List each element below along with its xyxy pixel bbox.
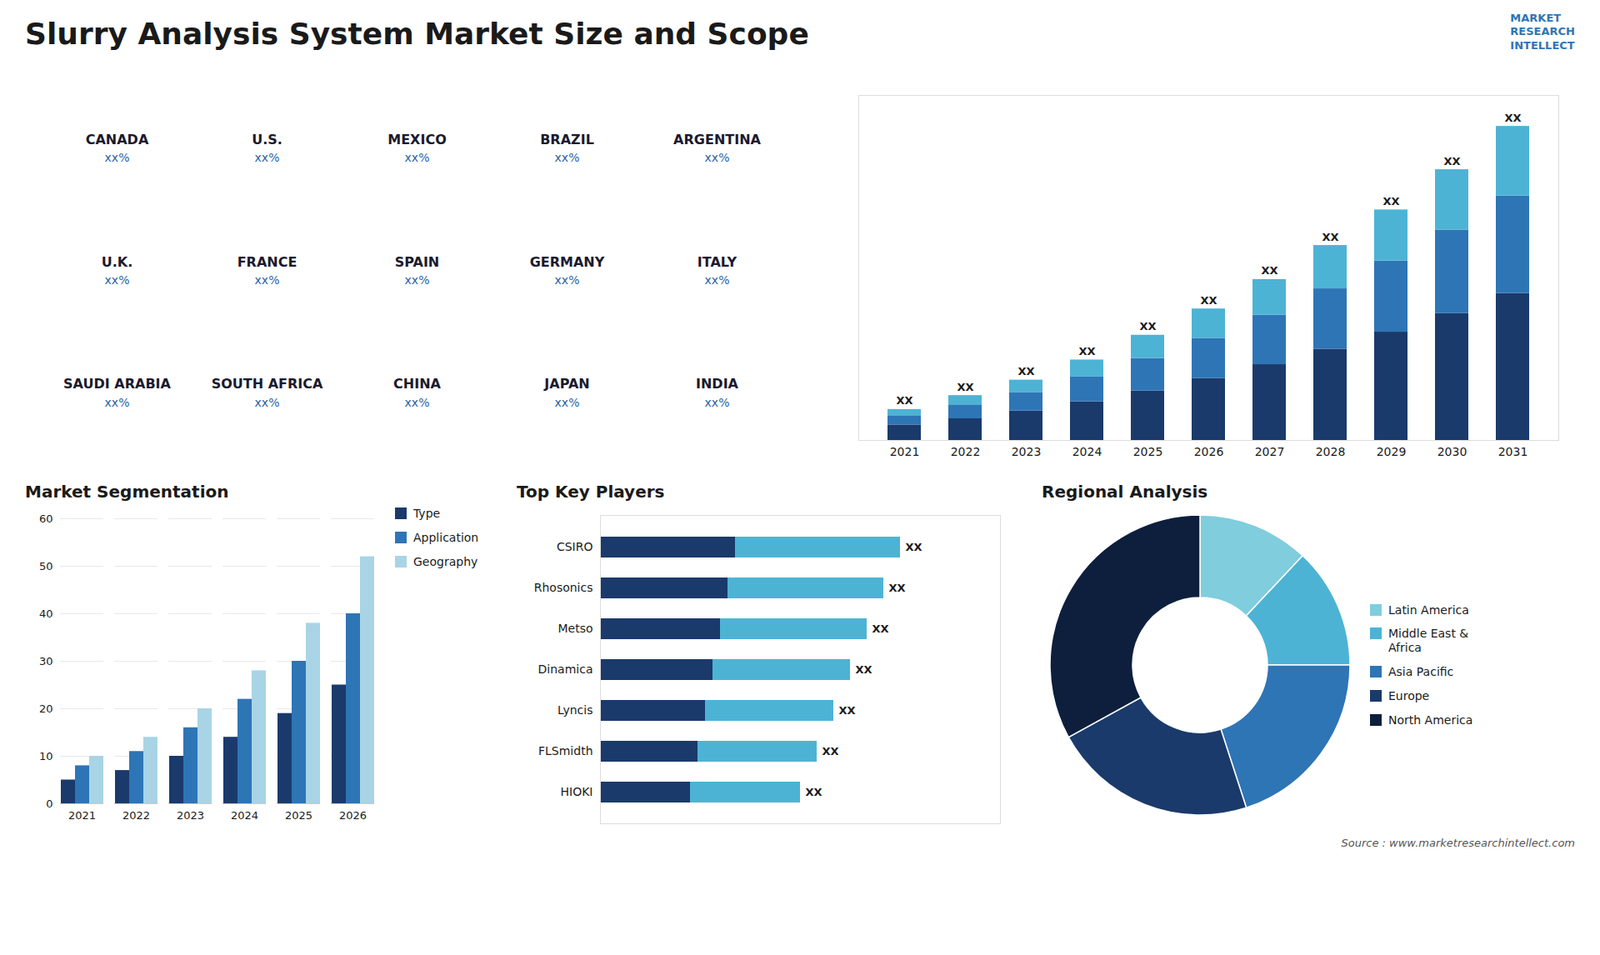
html-text:Top Key Players: Top Key Players — [516, 481, 665, 502]
svg-text:20: 20 — [39, 702, 54, 715]
svg-text:60: 60 — [39, 512, 54, 525]
svg-text:FRANCE: FRANCE — [237, 254, 298, 270]
svg-text:xx%: xx% — [705, 395, 730, 410]
svg-text:JAPAN: JAPAN — [543, 375, 590, 392]
svg-text:CHINA: CHINA — [393, 375, 441, 392]
html-text:Type: Type — [413, 506, 441, 520]
svg-text:ITALY: ITALY — [697, 254, 738, 270]
html-text:North America: North America — [1388, 713, 1473, 727]
svg-text:XX: XX — [1017, 365, 1035, 378]
svg-text:2025: 2025 — [285, 809, 313, 822]
svg-text:SPAIN: SPAIN — [395, 254, 440, 270]
html-text:Geography: Geography — [413, 554, 478, 568]
svg-text:xx%: xx% — [105, 273, 130, 287]
svg-text:2021: 2021 — [68, 809, 96, 822]
svg-text:40: 40 — [39, 607, 54, 620]
svg-text:HIOKI: HIOKI — [560, 785, 594, 799]
svg-text:10: 10 — [39, 750, 54, 763]
svg-text:Metso: Metso — [557, 621, 593, 635]
html-text:Application: Application — [413, 530, 479, 544]
svg-text:2029: 2029 — [1376, 445, 1407, 459]
svg-text:xx%: xx% — [705, 273, 730, 287]
svg-text:2023: 2023 — [176, 809, 205, 822]
svg-text:XX: XX — [895, 394, 913, 407]
svg-text:XX: XX — [889, 581, 906, 595]
svg-text:xx%: xx% — [105, 150, 130, 165]
svg-text:XX: XX — [1260, 264, 1278, 277]
html-text:Regional Analysis: Regional Analysis — [1041, 481, 1208, 502]
svg-text:U.S.: U.S. — [251, 131, 283, 148]
svg-text:XX: XX — [905, 540, 923, 554]
svg-text:xx%: xx% — [555, 150, 580, 165]
svg-text:xx%: xx% — [105, 395, 130, 410]
svg-text:CSIRO: CSIRO — [556, 540, 594, 554]
svg-text:XX: XX — [1200, 294, 1217, 307]
svg-text:CANADA: CANADA — [85, 131, 150, 148]
svg-text:XX: XX — [1382, 195, 1400, 208]
svg-text:2031: 2031 — [1498, 445, 1529, 459]
html-text:Latin America: Latin America — [1388, 603, 1469, 617]
svg-text:Dinamica: Dinamica — [538, 662, 594, 676]
html-text:Asia Pacific: Asia Pacific — [1388, 665, 1454, 679]
svg-text:XX: XX — [839, 704, 856, 717]
html-text:Europe: Europe — [1388, 689, 1430, 703]
svg-text:2030: 2030 — [1437, 445, 1468, 459]
svg-text:xx%: xx% — [255, 273, 280, 287]
html-text:Middle East & Africa: Middle East & Africa — [1388, 627, 1469, 655]
svg-text:2023: 2023 — [1011, 445, 1042, 459]
svg-text:XX: XX — [1504, 111, 1521, 125]
svg-text:xx%: xx% — [705, 150, 730, 165]
svg-text:xx%: xx% — [555, 273, 580, 287]
svg-text:XX: XX — [1139, 320, 1156, 333]
svg-text:ARGENTINA: ARGENTINA — [673, 131, 761, 148]
svg-text:XX: XX — [855, 663, 873, 676]
svg-text:2025: 2025 — [1133, 445, 1164, 459]
svg-text:XX: XX — [1321, 230, 1339, 244]
svg-text:xx%: xx% — [405, 150, 430, 165]
svg-text:Rhosonics: Rhosonics — [534, 580, 594, 595]
html-text:Source : www.marketresearchint: Source : www.marketresearchintellect.com — [1341, 836, 1575, 850]
svg-text:0: 0 — [45, 797, 53, 810]
svg-text:2027: 2027 — [1255, 445, 1285, 459]
svg-text:xx%: xx% — [555, 395, 580, 410]
svg-text:2026: 2026 — [339, 809, 367, 822]
svg-text:INDIA: INDIA — [695, 375, 740, 392]
svg-text:GERMANY: GERMANY — [530, 254, 605, 270]
svg-text:30: 30 — [39, 655, 54, 668]
svg-text:2021: 2021 — [890, 445, 920, 459]
html-text:Market Segmentation: Market Segmentation — [25, 481, 229, 502]
svg-text:SAUDI ARABIA: SAUDI ARABIA — [63, 375, 171, 392]
svg-text:Lyncis: Lyncis — [557, 703, 594, 717]
svg-text:2026: 2026 — [1194, 445, 1225, 459]
html-text:Slurry Analysis System Market: Slurry Analysis System Market Size and S… — [25, 16, 809, 51]
svg-text:50: 50 — [39, 560, 54, 573]
svg-text:XX: XX — [805, 785, 823, 799]
svg-text:2022: 2022 — [122, 809, 150, 822]
svg-text:xx%: xx% — [405, 273, 430, 287]
svg-text:xx%: xx% — [255, 150, 280, 165]
svg-text:XX: XX — [1443, 155, 1460, 168]
svg-text:xx%: xx% — [255, 395, 280, 410]
svg-text:XX: XX — [822, 745, 840, 758]
svg-text:U.K.: U.K. — [101, 254, 134, 270]
svg-text:XX: XX — [872, 622, 890, 635]
svg-text:XX: XX — [1078, 345, 1095, 358]
svg-text:SOUTH AFRICA: SOUTH AFRICA — [211, 375, 324, 392]
svg-text:XX: XX — [956, 380, 974, 394]
svg-text:FLSmidth: FLSmidth — [538, 744, 594, 758]
html-text:MARKET RESEARCH INTELLECT: MARKET RESEARCH INTELLECT — [1510, 11, 1575, 52]
svg-text:2022: 2022 — [950, 445, 981, 459]
svg-text:BRAZIL: BRAZIL — [540, 131, 595, 148]
svg-text:xx%: xx% — [405, 395, 430, 410]
svg-text:2024: 2024 — [230, 809, 259, 822]
svg-text:2024: 2024 — [1072, 445, 1103, 459]
svg-text:MEXICO: MEXICO — [387, 131, 446, 148]
svg-text:2028: 2028 — [1315, 445, 1346, 459]
